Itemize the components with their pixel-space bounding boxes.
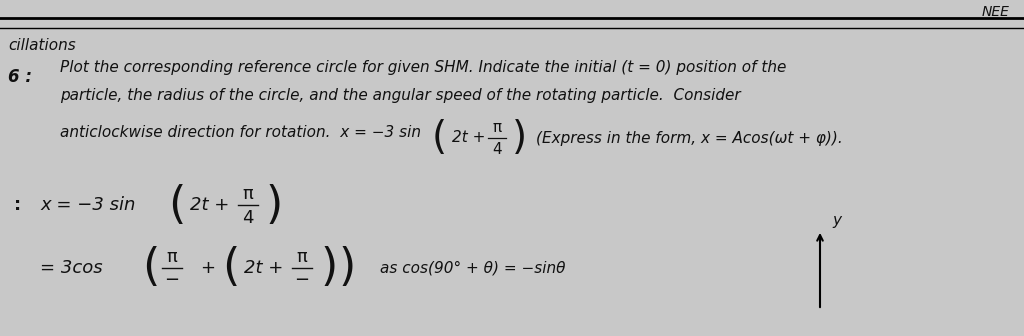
Text: 2t +: 2t + (244, 259, 284, 277)
Text: 2t +: 2t + (190, 196, 229, 214)
Text: −: − (165, 271, 179, 289)
Text: −: − (295, 271, 309, 289)
Text: 4: 4 (243, 209, 254, 227)
Text: π: π (493, 121, 502, 135)
Text: Plot the corresponding reference circle for given SHM. Indicate the initial (t =: Plot the corresponding reference circle … (60, 60, 786, 75)
Text: NEE: NEE (982, 5, 1010, 19)
Text: ): ) (512, 119, 527, 157)
Text: (: ( (168, 183, 185, 226)
Text: +: + (200, 259, 215, 277)
Text: 4: 4 (493, 142, 502, 158)
Text: (Express in the form, x = Acos(ωt + φ)).: (Express in the form, x = Acos(ωt + φ)). (536, 130, 843, 145)
Text: ): ) (265, 183, 283, 226)
Text: (: ( (222, 247, 240, 290)
Text: π: π (243, 185, 253, 203)
Text: x = −3 sin: x = −3 sin (40, 196, 135, 214)
Text: = 3cos: = 3cos (40, 259, 102, 277)
Text: :: : (14, 196, 22, 214)
Text: ): ) (338, 247, 355, 290)
Text: (: ( (432, 119, 447, 157)
Text: particle, the radius of the circle, and the angular speed of the rotating partic: particle, the radius of the circle, and … (60, 88, 740, 103)
Text: 6 :: 6 : (8, 68, 32, 86)
Text: π: π (297, 248, 307, 266)
Text: anticlockwise direction for rotation.  x = −3 sin: anticlockwise direction for rotation. x … (60, 125, 421, 140)
Text: π: π (167, 248, 177, 266)
Text: as cos(90° + θ) = −sinθ: as cos(90° + θ) = −sinθ (380, 260, 565, 276)
Text: 2t +: 2t + (452, 130, 485, 145)
Text: ): ) (319, 247, 337, 290)
Text: (: ( (142, 247, 160, 290)
Text: cillations: cillations (8, 38, 76, 53)
Text: y: y (831, 213, 841, 228)
